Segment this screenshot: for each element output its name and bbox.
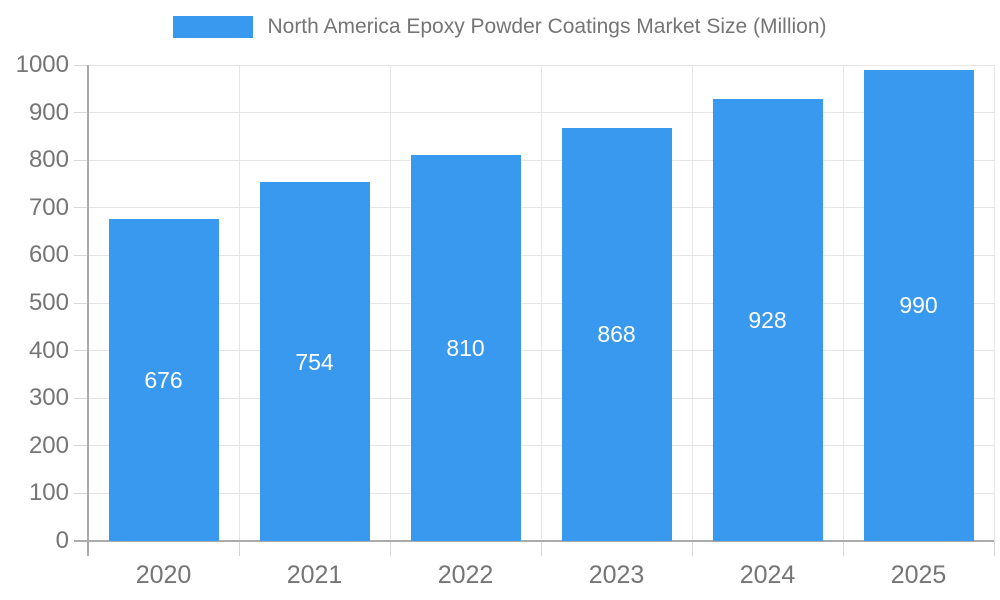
x-axis-tick	[691, 541, 693, 556]
y-axis-tick-label: 600	[28, 241, 69, 269]
y-axis-tick-label: 0	[55, 527, 69, 554]
chart-legend[interactable]: North America Epoxy Powder Coatings Mark…	[0, 15, 1000, 39]
v-gridline	[540, 65, 542, 541]
y-axis-tick-label: 300	[28, 384, 69, 412]
y-axis-tick-label: 100	[28, 479, 69, 507]
y-axis-tick-label: 900	[28, 98, 69, 126]
x-axis-category-label: 2020	[135, 561, 192, 589]
y-axis-line	[87, 65, 89, 556]
bar-value-label: 990	[899, 292, 938, 319]
y-axis-tick	[74, 254, 88, 256]
x-axis-category-label: 2025	[890, 561, 947, 589]
y-axis-tick	[74, 350, 88, 352]
bar-2022[interactable]: 810	[410, 155, 521, 541]
y-axis-tick	[74, 492, 88, 494]
y-axis-tick-label: 800	[28, 146, 69, 174]
v-gridline	[238, 65, 240, 541]
x-axis-tick	[993, 541, 995, 556]
legend-label: North America Epoxy Powder Coatings Mark…	[267, 15, 827, 38]
y-axis-tick	[74, 302, 88, 304]
bar-2025[interactable]: 990	[863, 69, 974, 541]
y-axis-tick	[74, 397, 88, 399]
y-axis-tick-label: 400	[28, 336, 69, 364]
bar-2021[interactable]: 754	[259, 182, 370, 541]
v-gridline	[389, 65, 391, 541]
y-axis-tick-label: 1000	[15, 51, 69, 78]
bar-2024[interactable]: 928	[712, 99, 823, 541]
y-axis-tick-label: 200	[28, 431, 69, 459]
bar-value-label: 676	[144, 367, 183, 394]
v-gridline	[691, 65, 693, 541]
bar-value-label: 928	[748, 307, 787, 334]
y-axis-tick	[74, 64, 88, 66]
y-axis-tick	[74, 445, 88, 447]
bar-value-label: 810	[446, 335, 485, 362]
y-axis-tick	[74, 112, 88, 114]
y-axis-tick-label: 700	[28, 193, 69, 221]
y-axis-tick	[74, 207, 88, 209]
x-axis-line	[74, 540, 994, 542]
y-axis-tick	[74, 159, 88, 161]
x-axis-category-label: 2024	[739, 561, 796, 589]
bar-value-label: 868	[597, 321, 636, 348]
x-axis-category-label: 2023	[588, 561, 645, 589]
v-gridline	[993, 65, 995, 541]
legend-swatch	[173, 16, 254, 38]
bar-2020[interactable]: 676	[108, 219, 219, 541]
x-axis-tick	[389, 541, 391, 556]
x-axis-tick	[842, 541, 844, 556]
v-gridline	[842, 65, 844, 541]
bar-value-label: 754	[295, 348, 334, 375]
bar-2023[interactable]: 868	[561, 127, 672, 541]
x-axis-category-label: 2022	[437, 561, 494, 589]
x-axis-tick	[238, 541, 240, 556]
y-axis-tick-label: 500	[28, 289, 69, 316]
x-axis-tick	[540, 541, 542, 556]
x-axis-category-label: 2021	[286, 561, 343, 589]
